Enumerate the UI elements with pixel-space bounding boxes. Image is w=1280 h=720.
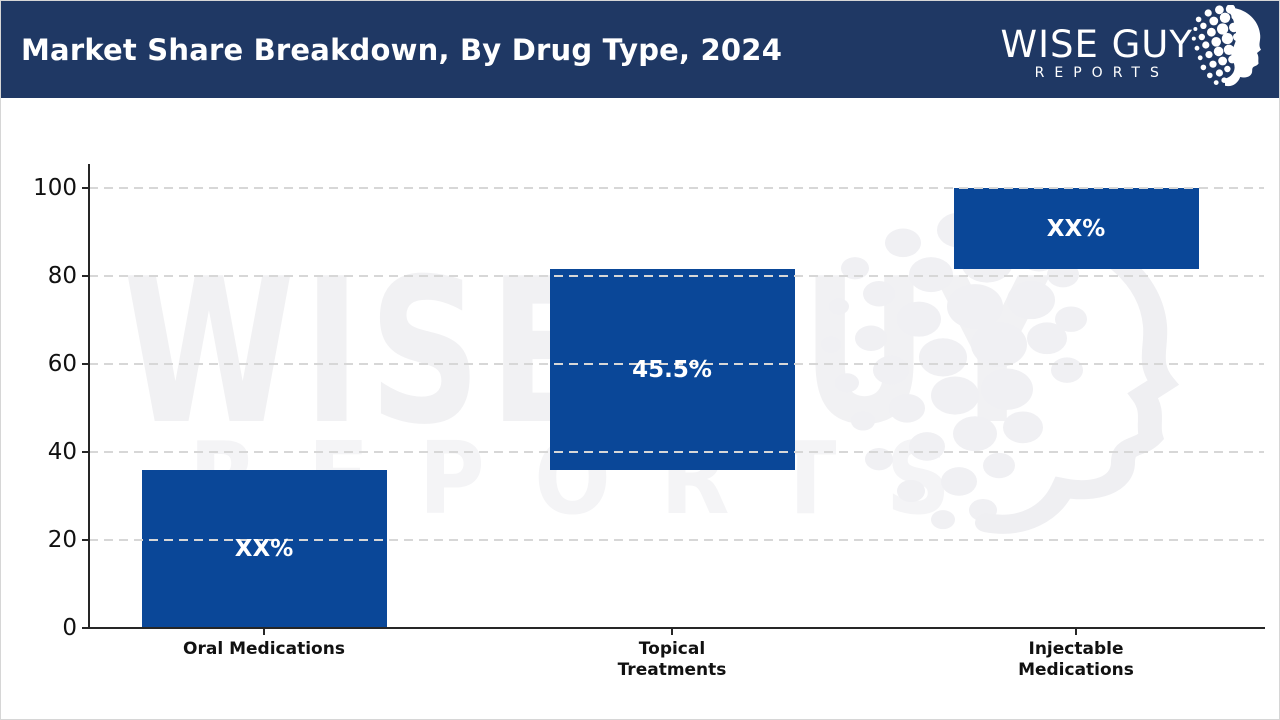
x-tick-label-oral-medications: Oral Medications bbox=[183, 639, 345, 659]
y-tick-mark-100 bbox=[82, 187, 89, 189]
y-tick-mark-20 bbox=[82, 539, 89, 541]
y-tick-label-60: 60 bbox=[47, 351, 77, 377]
x-tick-label-topical-treatments: Topical Treatments bbox=[617, 639, 727, 680]
bar-value-label-topical-treatments: 45.5% bbox=[632, 356, 712, 383]
gridline-60 bbox=[89, 363, 1264, 365]
x-tick-label-injectable-medications: Injectable Medications bbox=[1018, 639, 1134, 680]
brand-logo: WISE GUY REPORTS bbox=[1001, 5, 1271, 93]
header-bar: Market Share Breakdown, By Drug Type, 20… bbox=[1, 1, 1279, 98]
bar-value-label-injectable-medications: XX% bbox=[1046, 215, 1106, 242]
y-tick-mark-80 bbox=[82, 275, 89, 277]
y-tick-mark-60 bbox=[82, 363, 89, 365]
bar-topical-treatments bbox=[549, 269, 795, 470]
brand-wordmark-line2: REPORTS bbox=[1034, 65, 1169, 81]
x-tick-mark-topical-treatments bbox=[671, 628, 673, 635]
dotted-head-profile-icon bbox=[1191, 5, 1261, 87]
y-tick-label-80: 80 bbox=[47, 263, 77, 289]
brand-wordmark: WISE GUY REPORTS bbox=[1001, 23, 1193, 81]
bar-oral-medications bbox=[141, 469, 387, 628]
gridline-100 bbox=[89, 187, 1264, 189]
y-tick-label-40: 40 bbox=[47, 439, 77, 465]
brand-wordmark-line1: WISE GUY bbox=[1000, 23, 1193, 66]
y-axis-line bbox=[88, 164, 90, 629]
gridline-80 bbox=[89, 275, 1264, 277]
gridline-40 bbox=[89, 451, 1264, 453]
gridline-20 bbox=[89, 539, 1264, 541]
bar-value-label-oral-medications: XX% bbox=[234, 535, 294, 562]
x-tick-mark-injectable-medications bbox=[1075, 628, 1077, 635]
page-title: Market Share Breakdown, By Drug Type, 20… bbox=[21, 32, 783, 67]
x-axis-line bbox=[88, 627, 1265, 629]
y-tick-label-20: 20 bbox=[47, 527, 77, 553]
x-tick-mark-oral-medications bbox=[263, 628, 265, 635]
y-tick-mark-0 bbox=[82, 627, 89, 629]
y-tick-label-100: 100 bbox=[33, 175, 77, 201]
y-tick-label-0: 0 bbox=[62, 615, 77, 641]
y-tick-mark-40 bbox=[82, 451, 89, 453]
